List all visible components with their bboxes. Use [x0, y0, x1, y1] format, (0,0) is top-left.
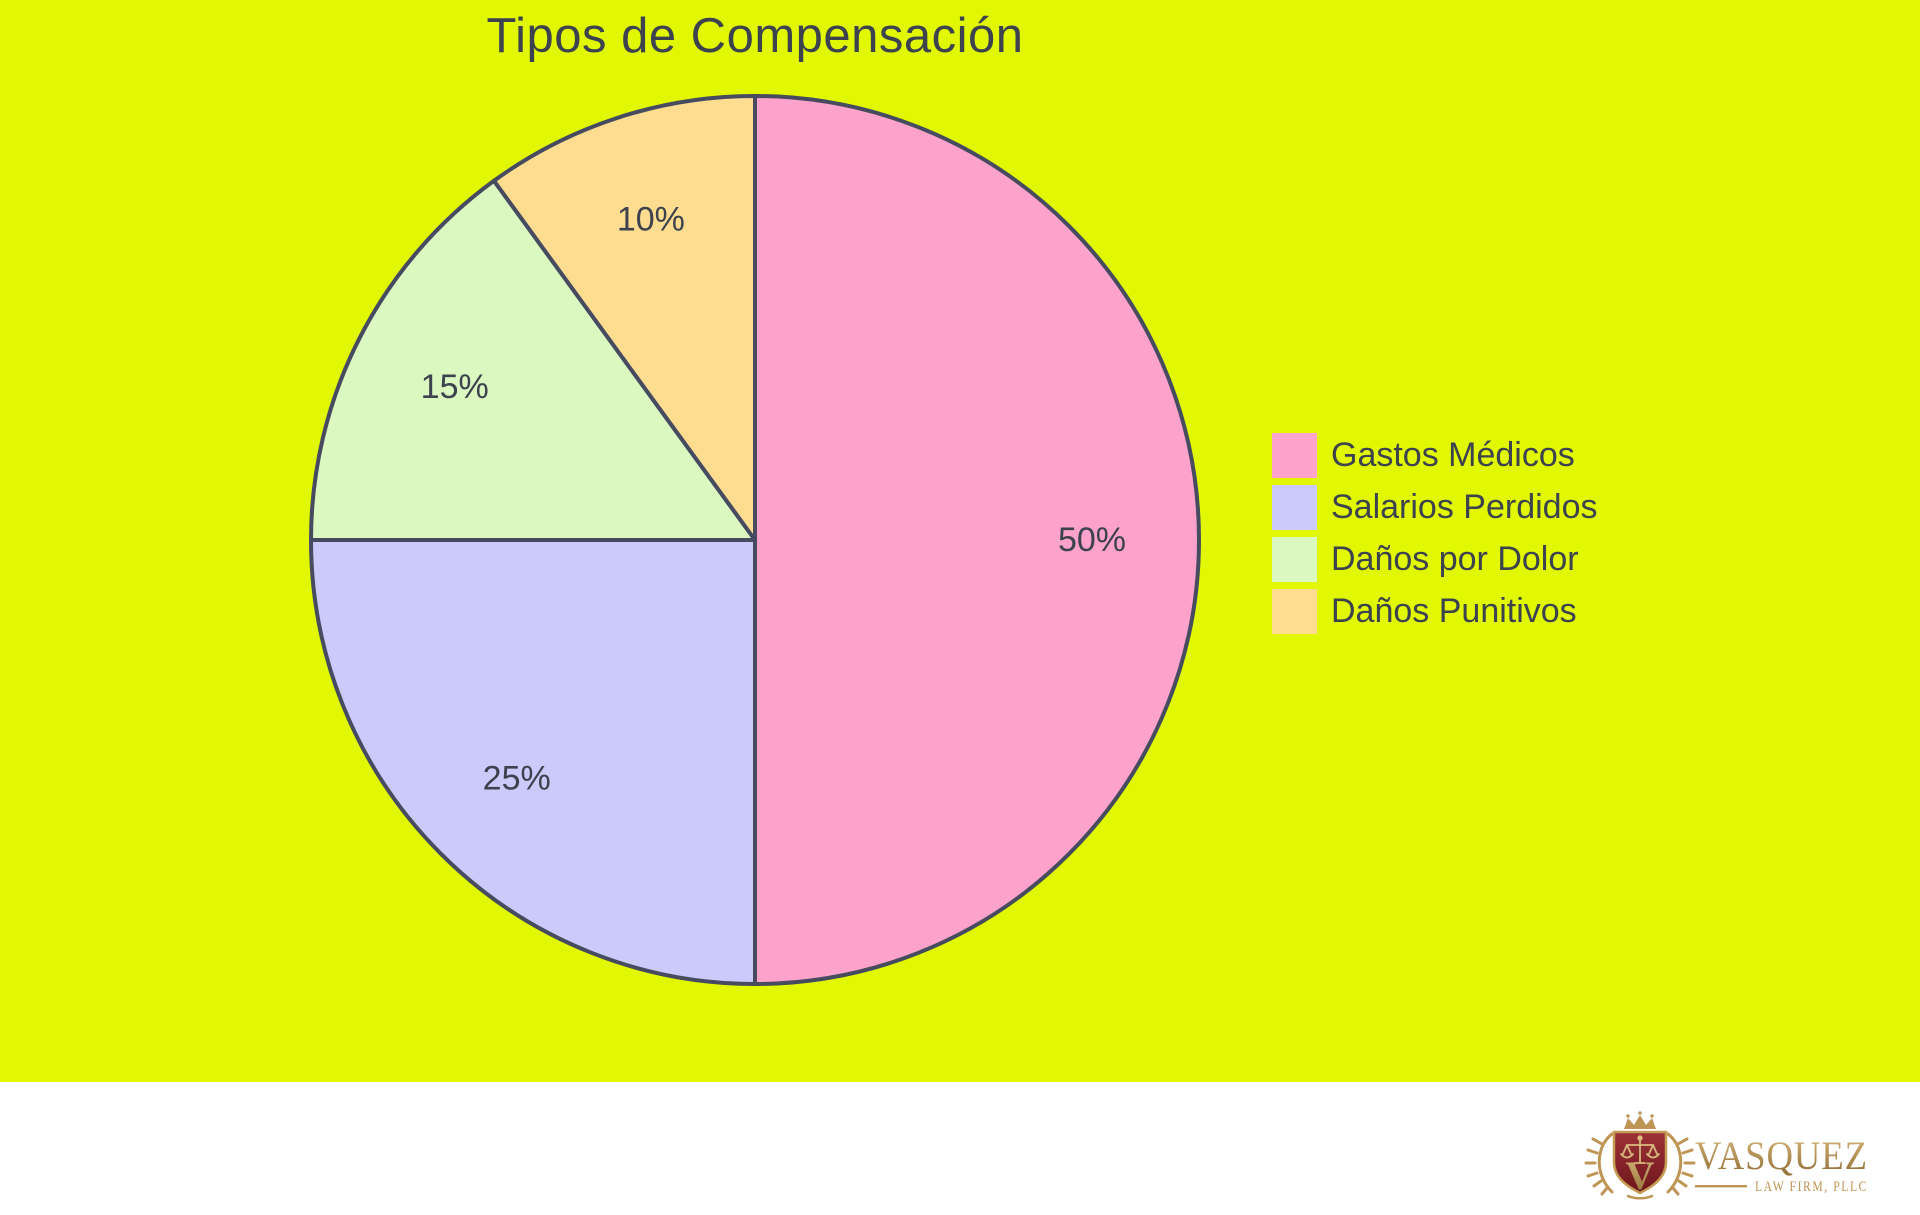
- chart-title: Tipos de Compensación: [486, 9, 1024, 63]
- pie-slice-2: [309, 178, 757, 542]
- legend-label: Daños por Dolor: [1331, 540, 1579, 578]
- crest-icon: V: [1584, 1111, 1696, 1200]
- legend-label: Salarios Perdidos: [1331, 488, 1598, 526]
- pie-slice-3: [492, 94, 757, 542]
- crown-icon: [1624, 1115, 1656, 1129]
- legend-swatch-salarios-perdidos: [1272, 485, 1317, 530]
- brand-subtitle: LAW FIRM, PLLC: [1755, 1179, 1868, 1195]
- legend-label: Gastos Médicos: [1331, 436, 1575, 474]
- laurel-wreath-icon: [1584, 1132, 1696, 1200]
- slice-label-0: 50%: [1058, 521, 1126, 559]
- slice-label-2: 15%: [421, 368, 489, 406]
- slice-label-3: 10%: [617, 201, 685, 239]
- brand-name: VASQUEZ: [1695, 1133, 1868, 1178]
- legend-item-gastos-medicos: Gastos Médicos: [1272, 433, 1597, 478]
- legend-item-salarios-perdidos: Salarios Perdidos: [1272, 485, 1597, 530]
- legend-swatch-danos-por-dolor: [1272, 537, 1317, 582]
- scales-of-justice-icon: [1620, 1135, 1660, 1164]
- legend-item-danos-por-dolor: Daños por Dolor: [1272, 537, 1597, 582]
- legend-swatch-gastos-medicos: [1272, 433, 1317, 478]
- slice-label-1: 25%: [483, 759, 551, 797]
- law-firm-logo: V VASQUEZ LAW FIRM, PLLC: [1584, 1111, 1868, 1200]
- chart-legend: Gastos Médicos Salarios Perdidos Daños p…: [1272, 433, 1597, 641]
- brand-divider: [1695, 1185, 1747, 1188]
- pie-slice-1: [309, 538, 757, 986]
- monogram-v: V: [1626, 1153, 1655, 1198]
- legend-label: Daños Punitivos: [1331, 592, 1577, 630]
- pie-slice-0: [753, 94, 1201, 986]
- legend-item-danos-punitivos: Daños Punitivos: [1272, 589, 1597, 634]
- legend-swatch-danos-punitivos: [1272, 589, 1317, 634]
